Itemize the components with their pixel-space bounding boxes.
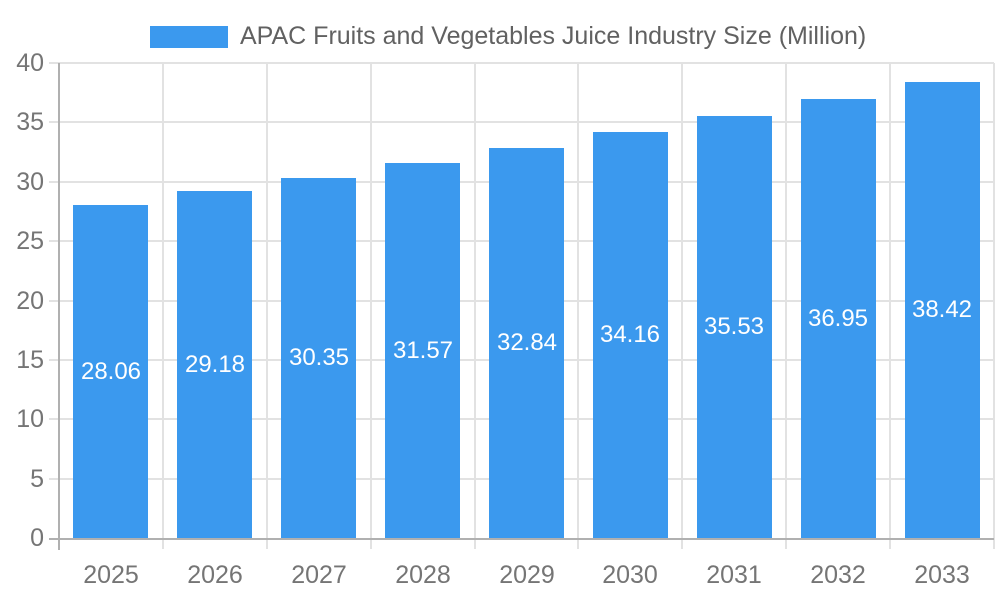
gridline-vertical: [577, 63, 579, 549]
gridline-vertical: [370, 63, 372, 549]
gridline-vertical: [681, 63, 683, 549]
bar-value-label: 29.18: [184, 351, 246, 378]
bar-value-label: 31.57: [392, 337, 454, 364]
y-axis-tick-label: 30: [16, 168, 44, 196]
y-axis-tick-label: 20: [16, 287, 44, 315]
x-axis-tick-label: 2028: [395, 561, 451, 589]
x-axis-tick-label: 2026: [187, 561, 243, 589]
bar-value-label: 36.95: [807, 305, 869, 332]
gridline-vertical: [889, 63, 891, 549]
x-axis-tick-label: 2031: [706, 561, 762, 589]
bar-2029[interactable]: [489, 148, 564, 538]
bar-value-label: 35.53: [703, 313, 765, 340]
bar-2033[interactable]: [905, 82, 980, 538]
bar-value-label: 38.42: [911, 296, 973, 323]
gridline-horizontal: [49, 121, 994, 123]
bar-2032[interactable]: [801, 99, 876, 538]
x-axis-tick-label: 2025: [83, 561, 139, 589]
x-axis-tick-label: 2033: [914, 561, 970, 589]
bar-2030[interactable]: [593, 132, 668, 538]
y-axis-tick-label: 25: [16, 227, 44, 255]
bar-2027[interactable]: [281, 178, 356, 538]
legend-swatch: [150, 25, 228, 48]
gridline-horizontal: [49, 62, 994, 64]
y-axis-tick-label: 15: [16, 346, 44, 374]
x-axis-tick-label: 2027: [291, 561, 347, 589]
legend-label: APAC Fruits and Vegetables Juice Industr…: [240, 22, 867, 50]
x-axis-tick-label: 2030: [602, 561, 658, 589]
y-axis-tick-label: 5: [30, 465, 44, 493]
gridline-vertical: [162, 63, 164, 549]
bar-2026[interactable]: [177, 191, 252, 538]
bar-value-label: 34.16: [599, 321, 661, 348]
bar-value-label: 32.84: [496, 329, 558, 356]
gridline-vertical: [993, 63, 995, 549]
y-axis-tick-label: 35: [16, 108, 44, 136]
y-axis-tick-label: 0: [30, 524, 44, 552]
bar-2031[interactable]: [697, 116, 772, 538]
legend-item[interactable]: APAC Fruits and Vegetables Juice Industr…: [150, 22, 866, 51]
bar-value-label: 30.35: [288, 344, 350, 371]
gridline-vertical: [785, 63, 787, 549]
y-axis-tick-label: 10: [16, 405, 44, 433]
y-axis-tick-label: 40: [16, 49, 44, 77]
gridline-vertical: [474, 63, 476, 549]
x-axis-tick-label: 2032: [810, 561, 866, 589]
y-axis-line: [58, 63, 60, 550]
x-axis-tick-label: 2029: [499, 561, 555, 589]
bar-2025[interactable]: [73, 205, 148, 538]
bar-value-label: 28.06: [80, 358, 142, 385]
bar-2028[interactable]: [385, 163, 460, 538]
x-axis-line: [49, 538, 994, 540]
gridline-vertical: [266, 63, 268, 549]
